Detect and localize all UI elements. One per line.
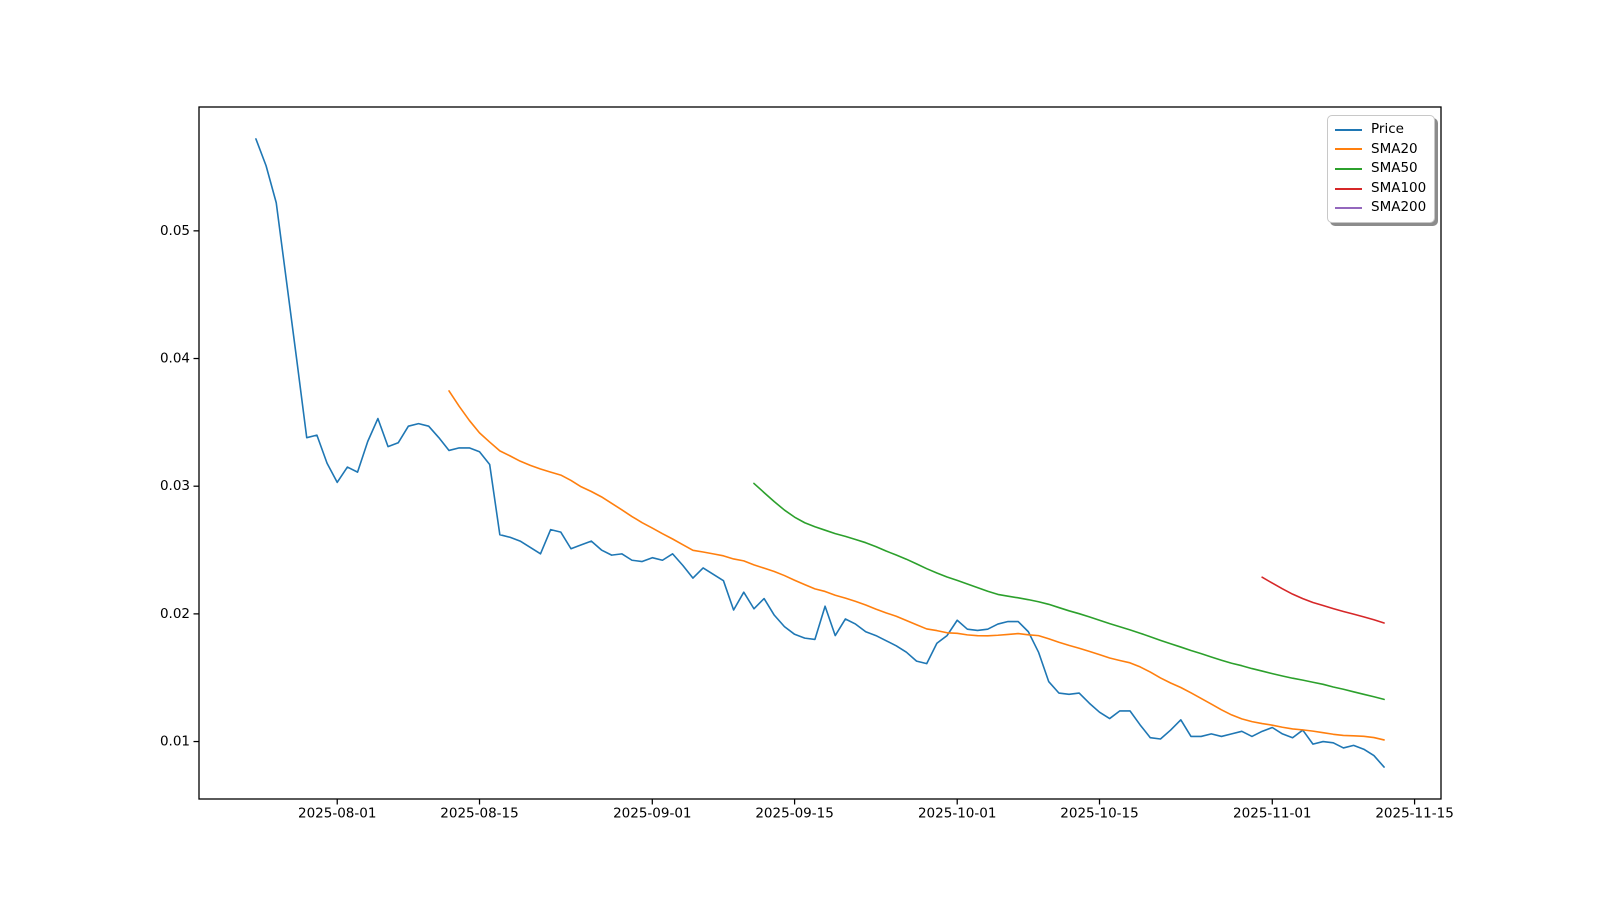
price-line <box>255 138 1385 768</box>
legend-label: SMA20 <box>1371 140 1418 157</box>
y-tick-label: 0.02 <box>160 606 190 622</box>
legend-label: SMA200 <box>1371 199 1427 216</box>
legend-item-price: Price <box>1335 123 1430 137</box>
x-tick-label: 2025-11-01 <box>1233 806 1311 822</box>
x-tick-label: 2025-10-01 <box>918 806 996 822</box>
legend-line-swatch <box>1335 128 1362 131</box>
legend-label: SMA100 <box>1371 179 1427 196</box>
legend-item-sma20: SMA20 <box>1335 140 1430 157</box>
plot-border <box>198 106 1442 800</box>
legend: Price SMA20 SMA50 SMA100 SMA200 <box>1327 115 1435 223</box>
legend-item-sma100: SMA100 <box>1335 179 1430 196</box>
sma100-line <box>1261 576 1385 624</box>
sma20-line <box>448 390 1385 741</box>
legend-line-swatch <box>1335 167 1362 170</box>
sma50-line <box>753 482 1385 701</box>
legend-line-swatch <box>1335 187 1362 190</box>
x-tick-label: 2025-10-15 <box>1060 806 1138 822</box>
y-tick-label: 0.04 <box>160 351 190 367</box>
legend-label: Price <box>1371 121 1404 138</box>
x-tick-label: 2025-09-01 <box>613 806 691 822</box>
x-tick-label: 2025-11-15 <box>1375 806 1453 822</box>
y-tick-label: 0.03 <box>160 478 190 494</box>
legend-label: SMA50 <box>1371 160 1418 177</box>
y-tick-label: 0.01 <box>160 734 190 750</box>
legend-line-swatch <box>1335 148 1362 151</box>
legend-line-swatch <box>1335 207 1362 210</box>
legend-item-sma50: SMA50 <box>1335 162 1430 176</box>
y-tick-label: 0.05 <box>160 223 190 239</box>
legend-item-sma200: SMA200 <box>1335 201 1430 215</box>
x-tick-label: 2025-08-15 <box>440 806 518 822</box>
x-tick-label: 2025-08-01 <box>298 806 376 822</box>
x-tick-label: 2025-09-15 <box>755 806 833 822</box>
